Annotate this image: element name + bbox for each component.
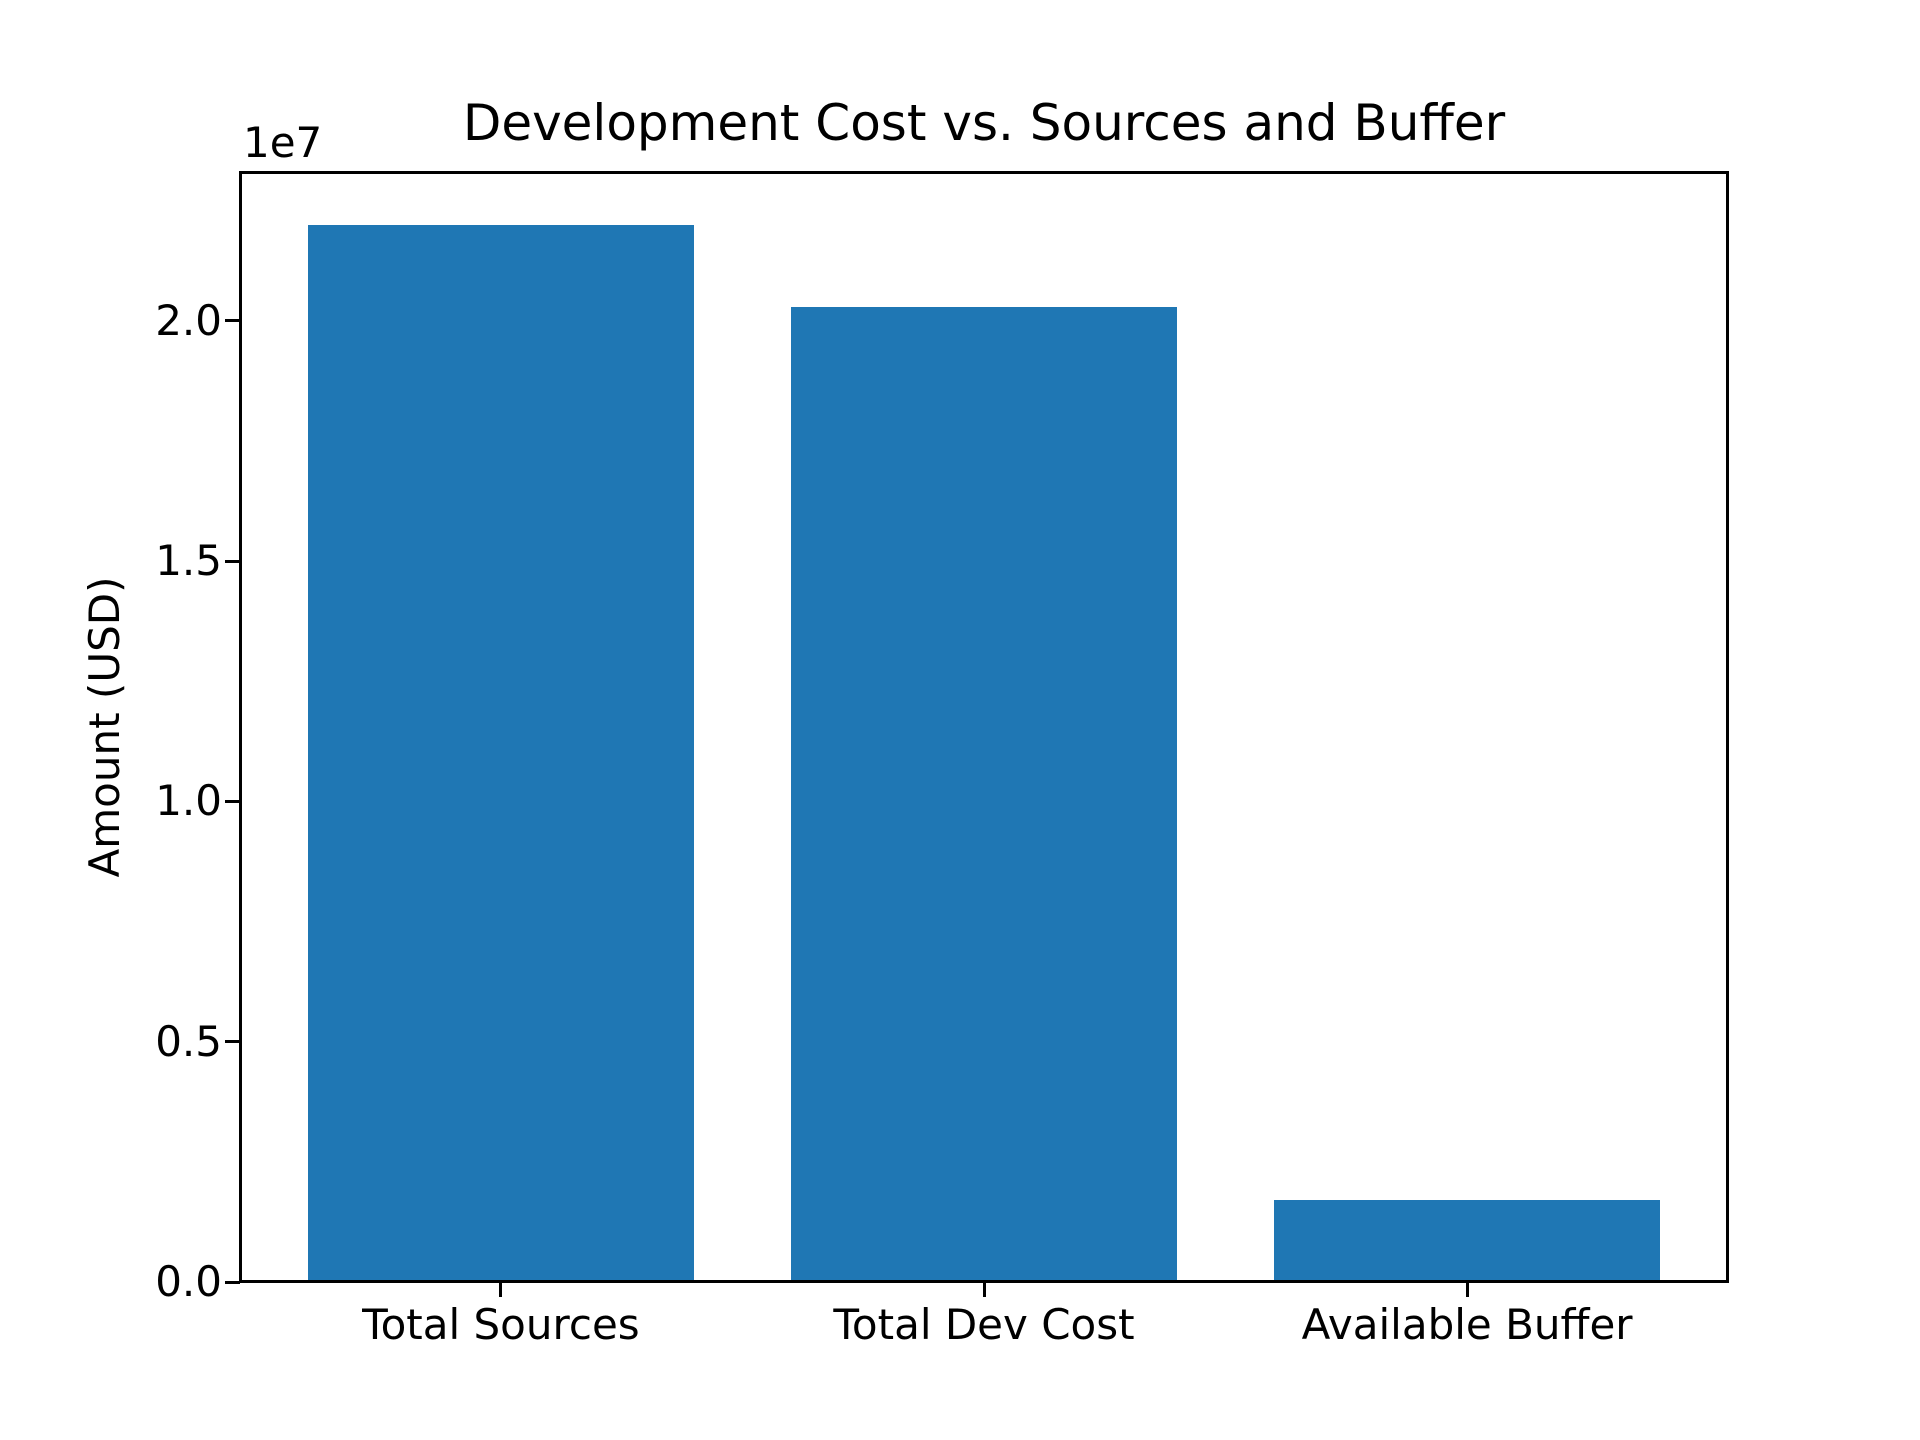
y-tick-mark bbox=[225, 799, 240, 803]
y-tick-mark bbox=[225, 1040, 240, 1044]
y-tick-label: 1.5 bbox=[155, 536, 222, 586]
y-tick-label: 0.0 bbox=[155, 1257, 222, 1306]
x-tick-label-total-sources: Total Sources bbox=[362, 1300, 640, 1349]
y-axis-label: Amount (USD) bbox=[80, 576, 129, 878]
bar-total-sources bbox=[307, 224, 695, 1282]
y-tick-mark bbox=[225, 1280, 240, 1284]
y-tick-label: 0.5 bbox=[155, 1016, 222, 1066]
bar-total-dev-cost bbox=[790, 306, 1178, 1282]
y-tick-label: 1.0 bbox=[155, 776, 222, 826]
x-tick-label-total-dev-cost: Total Dev Cost bbox=[833, 1300, 1135, 1349]
chart-title: Development Cost vs. Sources and Buffer bbox=[462, 94, 1506, 152]
bar-available-buffer bbox=[1273, 1200, 1661, 1282]
y-tick-mark bbox=[225, 319, 240, 323]
x-tick-mark bbox=[982, 1282, 986, 1297]
x-tick-label-available-buffer: Available Buffer bbox=[1301, 1300, 1633, 1349]
y-axis-offset-label: 1e7 bbox=[243, 118, 323, 167]
y-tick-mark bbox=[225, 559, 240, 563]
x-tick-mark bbox=[499, 1282, 503, 1297]
y-tick-label: 2.0 bbox=[155, 295, 222, 345]
x-tick-mark bbox=[1465, 1282, 1469, 1297]
